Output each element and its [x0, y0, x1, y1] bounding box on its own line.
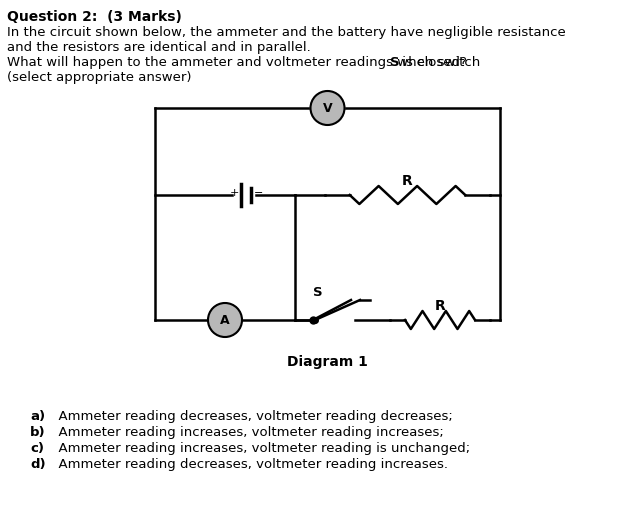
- Text: V: V: [323, 102, 332, 115]
- Text: R: R: [402, 174, 413, 188]
- Text: (select appropriate answer): (select appropriate answer): [7, 71, 192, 84]
- Text: a): a): [30, 410, 45, 423]
- Text: Ammeter reading increases, voltmeter reading increases;: Ammeter reading increases, voltmeter rea…: [50, 426, 444, 439]
- Text: Diagram 1: Diagram 1: [287, 355, 368, 369]
- Circle shape: [208, 303, 242, 337]
- Text: c): c): [30, 442, 44, 455]
- Text: is closed?: is closed?: [398, 56, 467, 69]
- Text: What will happen to the ammeter and voltmeter readings when switch: What will happen to the ammeter and volt…: [7, 56, 484, 69]
- Text: S: S: [313, 285, 323, 298]
- Text: Ammeter reading decreases, voltmeter reading increases.: Ammeter reading decreases, voltmeter rea…: [50, 458, 448, 471]
- Text: R: R: [435, 299, 446, 313]
- Text: b): b): [30, 426, 46, 439]
- Text: Ammeter reading decreases, voltmeter reading decreases;: Ammeter reading decreases, voltmeter rea…: [50, 410, 453, 423]
- Text: Question 2:  (3 Marks): Question 2: (3 Marks): [7, 10, 182, 24]
- Text: Ammeter reading increases, voltmeter reading is unchanged;: Ammeter reading increases, voltmeter rea…: [50, 442, 470, 455]
- Text: S: S: [390, 56, 399, 69]
- Text: A: A: [220, 313, 230, 326]
- Text: +: +: [229, 188, 239, 198]
- Text: −: −: [254, 188, 264, 198]
- Text: d): d): [30, 458, 46, 471]
- Text: In the circuit shown below, the ammeter and the battery have negligible resistan: In the circuit shown below, the ammeter …: [7, 26, 566, 39]
- Circle shape: [311, 91, 344, 125]
- Text: and the resistors are identical and in parallel.: and the resistors are identical and in p…: [7, 41, 311, 54]
